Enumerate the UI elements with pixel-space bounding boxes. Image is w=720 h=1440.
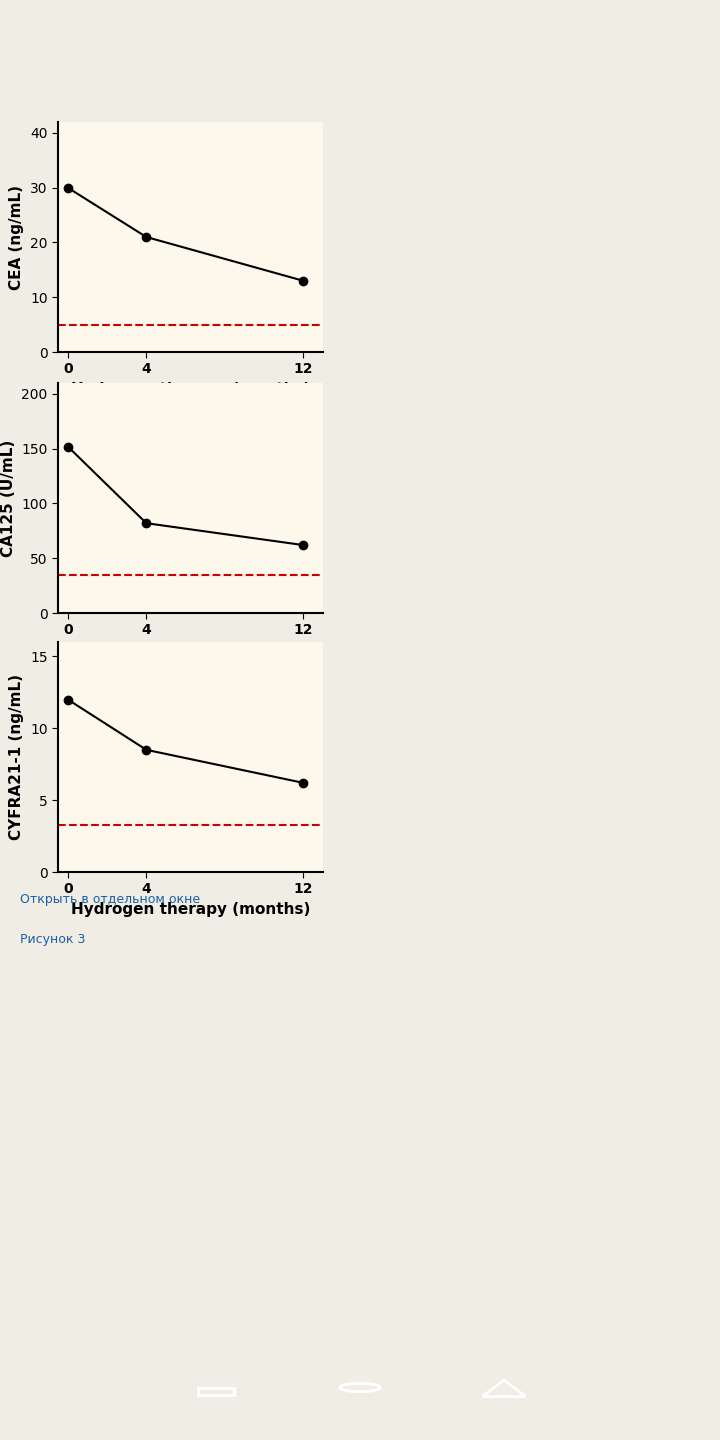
Text: Открыть в отдельном окне: Открыть в отдельном окне: [20, 893, 200, 906]
X-axis label: Hydrogen therapy (months): Hydrogen therapy (months): [71, 644, 310, 658]
X-axis label: Hydrogen therapy (months): Hydrogen therapy (months): [71, 901, 310, 917]
Text: Рисунок 3: Рисунок 3: [20, 933, 86, 946]
X-axis label: Hydrogen therapy (months): Hydrogen therapy (months): [71, 382, 310, 397]
Y-axis label: CA125 (U/mL): CA125 (U/mL): [1, 439, 16, 557]
Y-axis label: CEA (ng/mL): CEA (ng/mL): [9, 184, 24, 289]
Y-axis label: CYFRA21-1 (ng/mL): CYFRA21-1 (ng/mL): [9, 674, 24, 840]
